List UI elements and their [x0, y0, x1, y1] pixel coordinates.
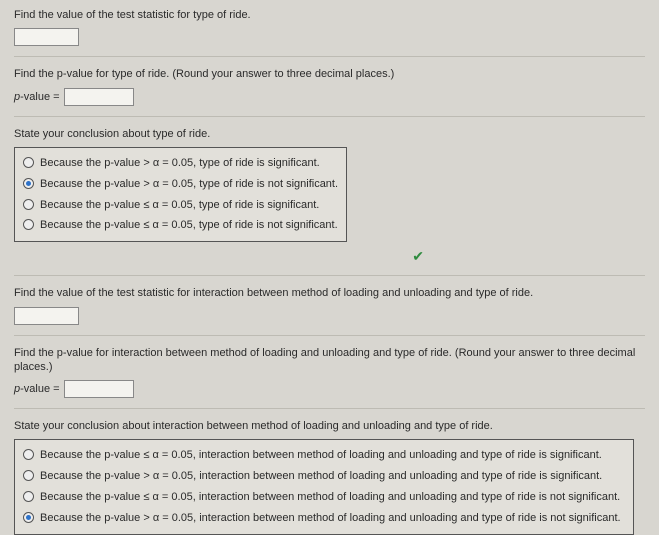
pvalue-label: p-value =	[14, 91, 60, 103]
input-row: p-value =	[14, 88, 645, 106]
prompt-text: Find the p-value for type of ride. (Roun…	[14, 67, 645, 81]
question-conclusion-ride: State your conclusion about type of ride…	[14, 127, 645, 266]
option-text: Because the p-value ≤ α = 0.05, interact…	[40, 490, 620, 505]
divider	[14, 275, 645, 276]
option-row[interactable]: Because the p-value > α = 0.05, type of …	[23, 174, 338, 195]
pvalue-label: p-value =	[14, 383, 60, 395]
option-row[interactable]: Because the p-value > α = 0.05, interact…	[23, 466, 625, 487]
divider	[14, 116, 645, 117]
radio-icon[interactable]	[23, 178, 34, 189]
option-row[interactable]: Because the p-value ≤ α = 0.05, type of …	[23, 215, 338, 236]
option-row[interactable]: Because the p-value > α = 0.05, type of …	[23, 153, 338, 174]
question-conclusion-interaction: State your conclusion about interaction …	[14, 419, 645, 535]
radio-icon[interactable]	[23, 199, 34, 210]
prompt-text: Find the value of the test statistic for…	[14, 8, 645, 22]
question-pvalue-interaction: Find the p-value for interaction between…	[14, 346, 645, 399]
radio-icon[interactable]	[23, 449, 34, 460]
option-row[interactable]: Because the p-value > α = 0.05, interact…	[23, 508, 625, 529]
option-group-interaction: Because the p-value ≤ α = 0.05, interact…	[14, 439, 634, 534]
option-text: Because the p-value > α = 0.05, type of …	[40, 156, 320, 171]
pvalue-interaction-input[interactable]	[64, 380, 134, 398]
prompt-text: State your conclusion about type of ride…	[14, 127, 645, 141]
prompt-text: State your conclusion about interaction …	[14, 419, 645, 433]
radio-icon[interactable]	[23, 491, 34, 502]
option-text: Because the p-value > α = 0.05, type of …	[40, 177, 338, 192]
option-text: Because the p-value > α = 0.05, interact…	[40, 511, 621, 526]
input-row: p-value =	[14, 380, 645, 398]
radio-icon[interactable]	[23, 470, 34, 481]
option-group-ride: Because the p-value > α = 0.05, type of …	[14, 147, 347, 242]
input-row	[14, 28, 645, 46]
option-text: Because the p-value > α = 0.05, interact…	[40, 469, 602, 484]
option-text: Because the p-value ≤ α = 0.05, interact…	[40, 448, 602, 463]
check-icon: ✔	[14, 248, 434, 265]
question-pvalue-ride: Find the p-value for type of ride. (Roun…	[14, 67, 645, 105]
input-row	[14, 307, 645, 325]
radio-icon[interactable]	[23, 219, 34, 230]
option-text: Because the p-value ≤ α = 0.05, type of …	[40, 198, 319, 213]
option-row[interactable]: Because the p-value ≤ α = 0.05, type of …	[23, 195, 338, 216]
pvalue-ride-input[interactable]	[64, 88, 134, 106]
question-test-stat-interaction: Find the value of the test statistic for…	[14, 286, 645, 324]
test-stat-ride-input[interactable]	[14, 28, 79, 46]
option-row[interactable]: Because the p-value ≤ α = 0.05, interact…	[23, 445, 625, 466]
question-test-stat-ride: Find the value of the test statistic for…	[14, 8, 645, 46]
radio-icon[interactable]	[23, 157, 34, 168]
prompt-text: Find the p-value for interaction between…	[14, 346, 645, 375]
divider	[14, 335, 645, 336]
prompt-text: Find the value of the test statistic for…	[14, 286, 645, 300]
divider	[14, 56, 645, 57]
test-stat-interaction-input[interactable]	[14, 307, 79, 325]
radio-icon[interactable]	[23, 512, 34, 523]
divider	[14, 408, 645, 409]
option-row[interactable]: Because the p-value ≤ α = 0.05, interact…	[23, 487, 625, 508]
option-text: Because the p-value ≤ α = 0.05, type of …	[40, 218, 338, 233]
